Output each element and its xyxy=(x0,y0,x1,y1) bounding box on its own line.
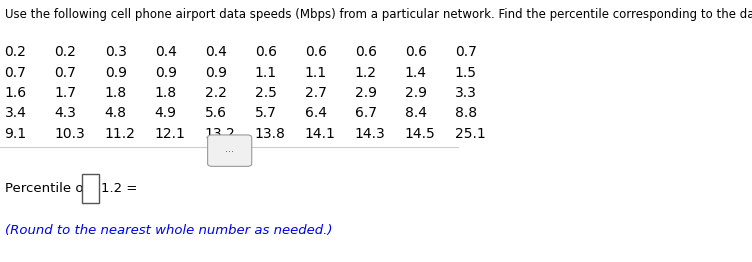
Text: 0.7: 0.7 xyxy=(55,66,77,80)
Text: 1.1: 1.1 xyxy=(255,66,277,80)
Text: 0.6: 0.6 xyxy=(355,45,377,59)
Text: 0.6: 0.6 xyxy=(405,45,426,59)
Text: 4.3: 4.3 xyxy=(55,106,77,120)
Text: 0.9: 0.9 xyxy=(105,66,126,80)
FancyBboxPatch shape xyxy=(208,135,252,166)
Text: 0.9: 0.9 xyxy=(205,66,226,80)
Text: 0.2: 0.2 xyxy=(55,45,77,59)
Text: 2.9: 2.9 xyxy=(355,86,377,100)
Text: 8.4: 8.4 xyxy=(405,106,426,120)
Text: 3.4: 3.4 xyxy=(5,106,26,120)
Text: Use the following cell phone airport data speeds (Mbps) from a particular networ: Use the following cell phone airport dat… xyxy=(5,8,752,21)
Text: (Round to the nearest whole number as needed.): (Round to the nearest whole number as ne… xyxy=(5,224,332,237)
Text: 9.1: 9.1 xyxy=(5,127,27,141)
Text: 0.6: 0.6 xyxy=(255,45,277,59)
Text: 2.2: 2.2 xyxy=(205,86,226,100)
Text: 13.2: 13.2 xyxy=(205,127,235,141)
Text: ...: ... xyxy=(225,144,234,154)
Text: 0.9: 0.9 xyxy=(155,66,177,80)
Text: 1.6: 1.6 xyxy=(5,86,27,100)
Text: 8.8: 8.8 xyxy=(455,106,477,120)
Text: 1.5: 1.5 xyxy=(455,66,477,80)
FancyBboxPatch shape xyxy=(82,174,99,203)
Text: 0.2: 0.2 xyxy=(5,45,26,59)
Text: 5.6: 5.6 xyxy=(205,106,226,120)
Text: 25.1: 25.1 xyxy=(455,127,486,141)
Text: 12.1: 12.1 xyxy=(155,127,186,141)
Text: 10.3: 10.3 xyxy=(55,127,86,141)
Text: 0.6: 0.6 xyxy=(305,45,326,59)
Text: 14.3: 14.3 xyxy=(355,127,386,141)
Text: 5.7: 5.7 xyxy=(255,106,277,120)
Text: 1.7: 1.7 xyxy=(55,86,77,100)
Text: 4.8: 4.8 xyxy=(105,106,126,120)
Text: 2.7: 2.7 xyxy=(305,86,326,100)
Text: 4.9: 4.9 xyxy=(155,106,177,120)
Text: 0.3: 0.3 xyxy=(105,45,126,59)
Text: 14.5: 14.5 xyxy=(405,127,435,141)
Text: 0.7: 0.7 xyxy=(5,66,26,80)
Text: 1.8: 1.8 xyxy=(155,86,177,100)
Text: 1.1: 1.1 xyxy=(305,66,327,80)
Text: 3.3: 3.3 xyxy=(455,86,477,100)
Text: 1.4: 1.4 xyxy=(405,66,426,80)
Text: 6.7: 6.7 xyxy=(355,106,377,120)
Text: 13.8: 13.8 xyxy=(255,127,286,141)
Text: 6.4: 6.4 xyxy=(305,106,326,120)
Text: Percentile of 11.2 =: Percentile of 11.2 = xyxy=(5,182,137,195)
Text: 1.2: 1.2 xyxy=(355,66,377,80)
Text: 0.4: 0.4 xyxy=(205,45,226,59)
Text: 2.5: 2.5 xyxy=(255,86,277,100)
Text: 11.2: 11.2 xyxy=(105,127,135,141)
Text: 1.8: 1.8 xyxy=(105,86,127,100)
Text: 0.4: 0.4 xyxy=(155,45,177,59)
Text: 0.7: 0.7 xyxy=(455,45,477,59)
Text: 2.9: 2.9 xyxy=(405,86,426,100)
Text: 14.1: 14.1 xyxy=(305,127,335,141)
